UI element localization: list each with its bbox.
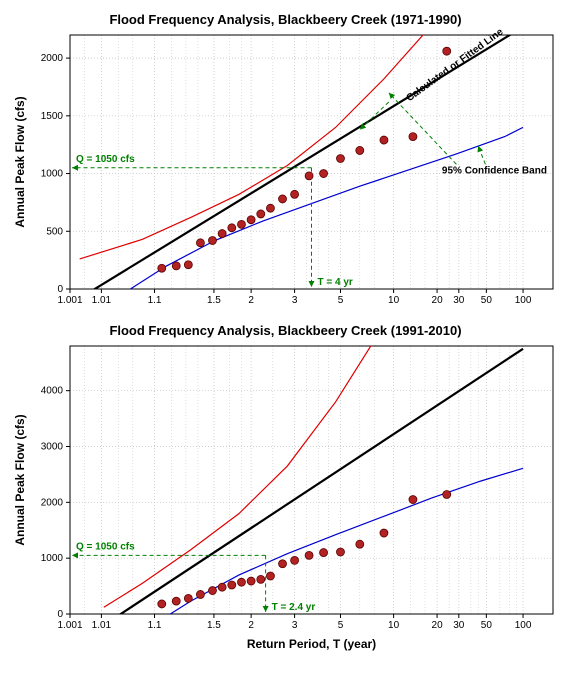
svg-text:Q = 1050 cfs: Q = 1050 cfs (76, 541, 135, 552)
panel2-title: Flood Frequency Analysis, Blackbeery Cre… (8, 323, 563, 338)
svg-text:20: 20 (432, 295, 444, 306)
svg-text:3000: 3000 (41, 442, 64, 453)
svg-text:1.1: 1.1 (148, 295, 162, 306)
svg-text:1.5: 1.5 (207, 620, 221, 631)
panel-1971-1990: Flood Frequency Analysis, Blackbeery Cre… (8, 12, 563, 319)
svg-text:1.5: 1.5 (207, 295, 221, 306)
svg-text:T = 2.4 yr: T = 2.4 yr (272, 602, 316, 613)
svg-text:4000: 4000 (41, 386, 64, 397)
svg-text:5: 5 (338, 620, 344, 631)
svg-text:10: 10 (388, 295, 400, 306)
panel1-title: Flood Frequency Analysis, Blackbeery Cre… (8, 12, 563, 27)
svg-text:3: 3 (292, 295, 298, 306)
svg-text:100: 100 (515, 295, 532, 306)
svg-text:500: 500 (46, 226, 63, 237)
svg-text:Return Period, T (year): Return Period, T (year) (247, 637, 376, 651)
svg-text:30: 30 (453, 620, 465, 631)
svg-text:1.001: 1.001 (57, 620, 82, 631)
svg-text:1.01: 1.01 (92, 295, 112, 306)
svg-text:Calculated or Fitted Line: Calculated or Fitted Line (404, 29, 505, 104)
svg-text:2000: 2000 (41, 53, 64, 64)
svg-text:3: 3 (292, 620, 298, 631)
svg-text:2: 2 (248, 620, 254, 631)
svg-text:1000: 1000 (41, 553, 64, 564)
panel1-chart: 0 500 1000 1500 2000 Annual Peak Flow (cfs) 1.… (8, 29, 563, 319)
flood-frequency-figure: Flood Frequency Analysis, Blackbeery Cre… (8, 12, 563, 660)
svg-text:2000: 2000 (41, 497, 64, 508)
svg-text:1.1: 1.1 (148, 620, 162, 631)
svg-text:T = 4 yr: T = 4 yr (318, 277, 353, 288)
svg-text:20: 20 (432, 620, 444, 631)
svg-text:50: 50 (481, 620, 493, 631)
panel-1991-2010: Flood Frequency Analysis, Blackbeery Cre… (8, 323, 563, 660)
svg-text:50: 50 (481, 295, 493, 306)
svg-text:Annual Peak Flow (cfs): Annual Peak Flow (cfs) (13, 414, 27, 545)
svg-text:Q = 1050 cfs: Q = 1050 cfs (76, 154, 135, 165)
svg-text:0: 0 (57, 284, 63, 295)
svg-text:10: 10 (388, 620, 400, 631)
svg-text:95% Confidence Band: 95% Confidence Band (442, 166, 547, 177)
svg-text:1500: 1500 (41, 111, 64, 122)
panel2-chart: 0 1000 2000 3000 4000 Annual Peak Flow (cfs) 1… (8, 340, 563, 660)
svg-text:1.001: 1.001 (57, 295, 82, 306)
svg-text:0: 0 (57, 609, 63, 620)
svg-text:30: 30 (453, 295, 465, 306)
svg-text:5: 5 (338, 295, 344, 306)
svg-text:2: 2 (248, 295, 254, 306)
svg-text:100: 100 (515, 620, 532, 631)
svg-text:1.01: 1.01 (92, 620, 112, 631)
svg-text:Annual Peak Flow (cfs): Annual Peak Flow (cfs) (13, 96, 27, 227)
svg-text:1000: 1000 (41, 169, 64, 180)
